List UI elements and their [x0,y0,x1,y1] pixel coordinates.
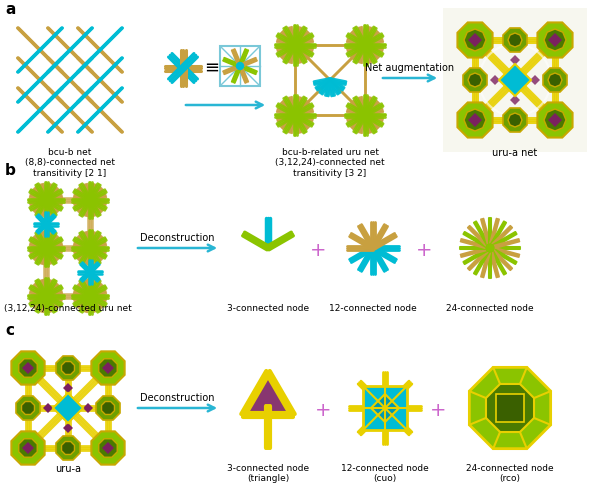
Polygon shape [510,95,520,105]
Polygon shape [510,55,520,65]
Polygon shape [63,423,73,433]
Text: c: c [5,323,14,338]
Text: a: a [5,2,16,17]
Polygon shape [102,362,114,374]
Polygon shape [43,403,53,413]
Text: (3,12,24)-connected uru net: (3,12,24)-connected uru net [4,304,132,313]
Polygon shape [96,396,120,420]
Polygon shape [363,386,407,430]
Polygon shape [457,23,493,58]
Polygon shape [62,362,74,374]
Polygon shape [486,384,534,432]
Polygon shape [499,64,531,96]
Polygon shape [468,113,482,127]
Polygon shape [457,102,493,138]
Text: bcu-b-related uru net
(3,12,24)-connected net
transitivity [3 2]: bcu-b-related uru net (3,12,24)-connecte… [275,148,385,178]
Polygon shape [91,351,125,385]
Text: Net augmentation: Net augmentation [365,63,455,73]
Polygon shape [53,393,83,423]
Polygon shape [101,401,115,414]
Polygon shape [468,33,482,47]
Polygon shape [11,351,44,385]
Polygon shape [371,394,399,422]
Text: 3-connected node
(triangle): 3-connected node (triangle) [227,464,309,484]
Polygon shape [503,28,527,52]
Polygon shape [99,439,117,457]
Circle shape [486,244,494,252]
Text: 24-connected node: 24-connected node [446,304,534,313]
Text: 12-connected node: 12-connected node [329,304,417,313]
Polygon shape [548,33,562,47]
Polygon shape [464,109,486,131]
Text: +: + [315,400,331,420]
Text: +: + [416,241,432,259]
Text: Deconstruction: Deconstruction [140,233,214,243]
Polygon shape [543,68,567,92]
Polygon shape [508,33,522,47]
Polygon shape [544,109,566,131]
Polygon shape [62,441,74,455]
Polygon shape [496,394,524,422]
Polygon shape [490,75,500,85]
Text: ≡: ≡ [205,59,220,77]
Polygon shape [468,73,482,87]
Text: +: + [310,241,326,259]
Text: 3-connected node: 3-connected node [227,304,309,313]
Polygon shape [19,439,37,457]
Text: Deconstruction: Deconstruction [140,393,214,403]
Polygon shape [469,368,551,449]
Text: b: b [5,163,16,178]
Circle shape [236,62,244,69]
Polygon shape [463,68,487,92]
Polygon shape [99,359,117,377]
Polygon shape [56,436,80,460]
Polygon shape [56,356,80,380]
Polygon shape [22,442,34,454]
Text: +: + [430,400,446,420]
Polygon shape [91,431,125,464]
Polygon shape [443,8,587,152]
Polygon shape [544,29,566,51]
Text: bcu-b net
(8,8)-connected net
transitivity [2 1]: bcu-b net (8,8)-connected net transitivi… [25,148,115,178]
Text: 24-connected node
(rco): 24-connected node (rco) [466,464,554,484]
Text: 12-connected node
(cuo): 12-connected node (cuo) [341,464,429,484]
Text: uru-a net: uru-a net [493,148,538,158]
Polygon shape [503,108,527,132]
Polygon shape [19,359,37,377]
Polygon shape [464,29,486,51]
Polygon shape [83,403,93,413]
Polygon shape [538,23,572,58]
Polygon shape [243,372,293,415]
Polygon shape [102,442,114,454]
Text: uru-a: uru-a [55,464,81,474]
Polygon shape [63,383,73,393]
Polygon shape [530,75,540,85]
Polygon shape [11,431,44,464]
Polygon shape [548,73,562,87]
Polygon shape [22,401,34,414]
Polygon shape [22,362,34,374]
Polygon shape [548,113,562,127]
Polygon shape [538,102,572,138]
Polygon shape [16,396,40,420]
Polygon shape [508,113,522,127]
